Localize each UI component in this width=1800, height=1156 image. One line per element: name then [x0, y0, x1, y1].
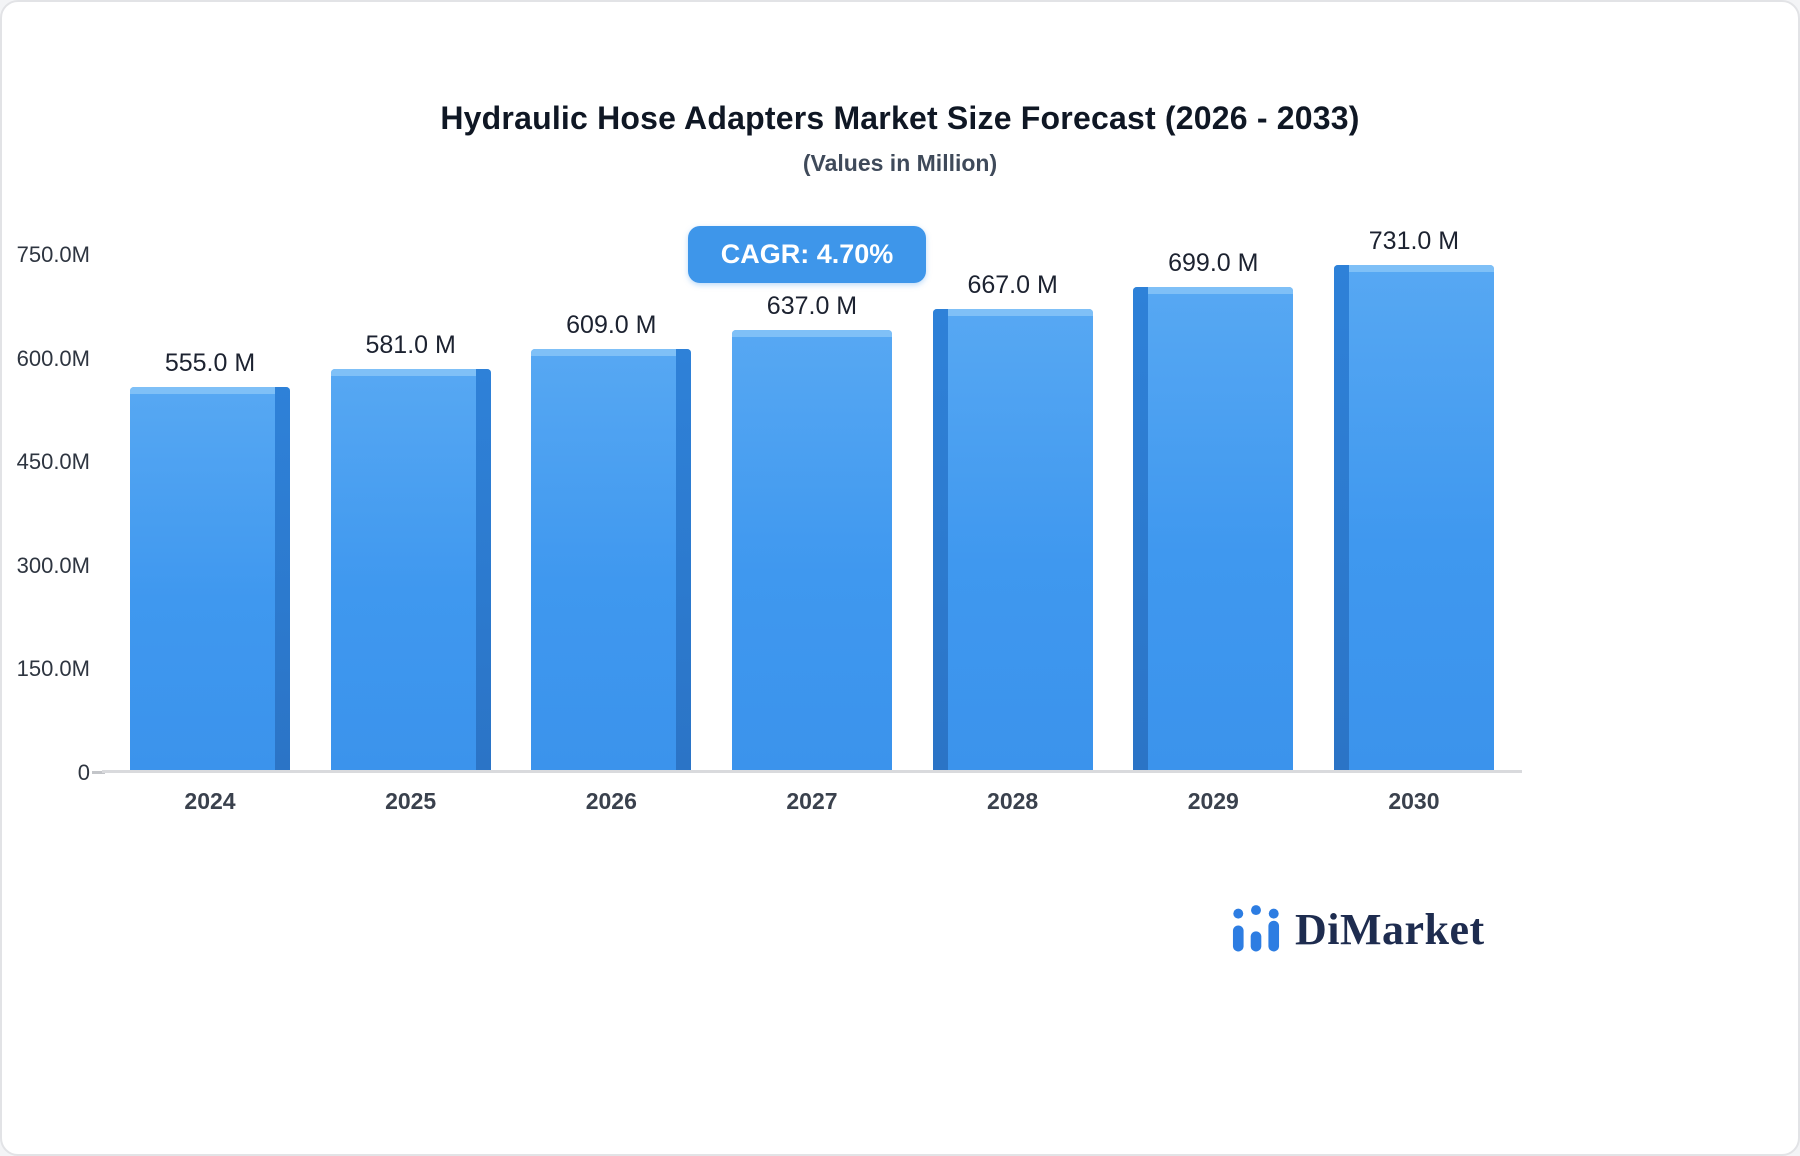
bars-container: 555.0 M 581.0 M 609.0 M 637.0 M 667.0 M 699.0…	[102, 227, 1522, 771]
dimarket-logo-icon	[1232, 905, 1280, 952]
bar-value-label: 609.0 M	[566, 311, 657, 340]
bar-column-2024: 555.0 M	[130, 348, 290, 771]
bar-2028	[932, 309, 1093, 770]
bar-value-label: 667.0 M	[967, 271, 1058, 300]
y-axis-tick: 150.0M	[16, 656, 90, 682]
bar-value-label: 555.0 M	[164, 348, 256, 377]
bar-value-label: 581.0 M	[365, 330, 456, 359]
chart-subtitle: (Values in Million)	[802, 150, 998, 176]
bar-value-label: 637.0 M	[766, 292, 858, 321]
bar-2029	[1133, 287, 1294, 770]
cagr-badge-label: CAGR: 4.70%	[720, 239, 894, 269]
bar-column-2027: 637.0 M	[731, 292, 892, 770]
y-axis-zero-tick	[92, 771, 105, 774]
x-axis: 2024 2025 2026 2027 2028 2029 2030	[102, 788, 1522, 815]
bar-column-2030: 731.0 M	[1333, 227, 1494, 770]
bar-column-2025: 581.0 M	[330, 330, 491, 771]
y-axis: 750.0M 600.0M 450.0M 300.0M 150.0M 0	[2, 242, 90, 785]
plot-area: 555.0 M 581.0 M 609.0 M 637.0 M 667.0 M 699.0…	[102, 227, 1522, 773]
bar-value-label: 731.0 M	[1368, 227, 1460, 256]
bar-2030	[1333, 265, 1494, 770]
x-axis-label-2027: 2027	[786, 788, 838, 814]
bar-column-2028: 667.0 M	[932, 271, 1093, 770]
x-axis-label-2030: 2030	[1388, 788, 1440, 814]
brand-logo: DiMarket	[1230, 903, 1485, 955]
x-axis-label-2024: 2024	[184, 788, 236, 814]
y-axis-tick: 450.0M	[16, 449, 90, 475]
y-axis-tick: 600.0M	[16, 345, 90, 371]
cagr-badge: CAGR: 4.70%	[688, 226, 926, 283]
bar-2025	[330, 368, 491, 771]
bar-2026	[531, 349, 692, 770]
bar-2024	[130, 386, 290, 771]
bar-column-2029: 699.0 M	[1133, 249, 1294, 770]
bar-column-2026: 609.0 M	[531, 311, 692, 770]
y-axis-tick: 0	[77, 760, 90, 785]
bar-2027	[731, 330, 892, 770]
x-axis-label-2026: 2026	[585, 788, 637, 814]
brand-name: DiMarket	[1295, 904, 1485, 954]
x-axis-label-2029: 2029	[1187, 788, 1239, 814]
chart-title: Hydraulic Hose Adapters Market Size Fore…	[440, 100, 1360, 136]
y-axis-tick: 300.0M	[16, 552, 90, 578]
x-axis-label-2025: 2025	[385, 788, 437, 814]
bar-value-label: 699.0 M	[1168, 249, 1259, 278]
x-axis-label-2028: 2028	[987, 788, 1039, 814]
y-axis-tick: 750.0M	[16, 242, 90, 267]
